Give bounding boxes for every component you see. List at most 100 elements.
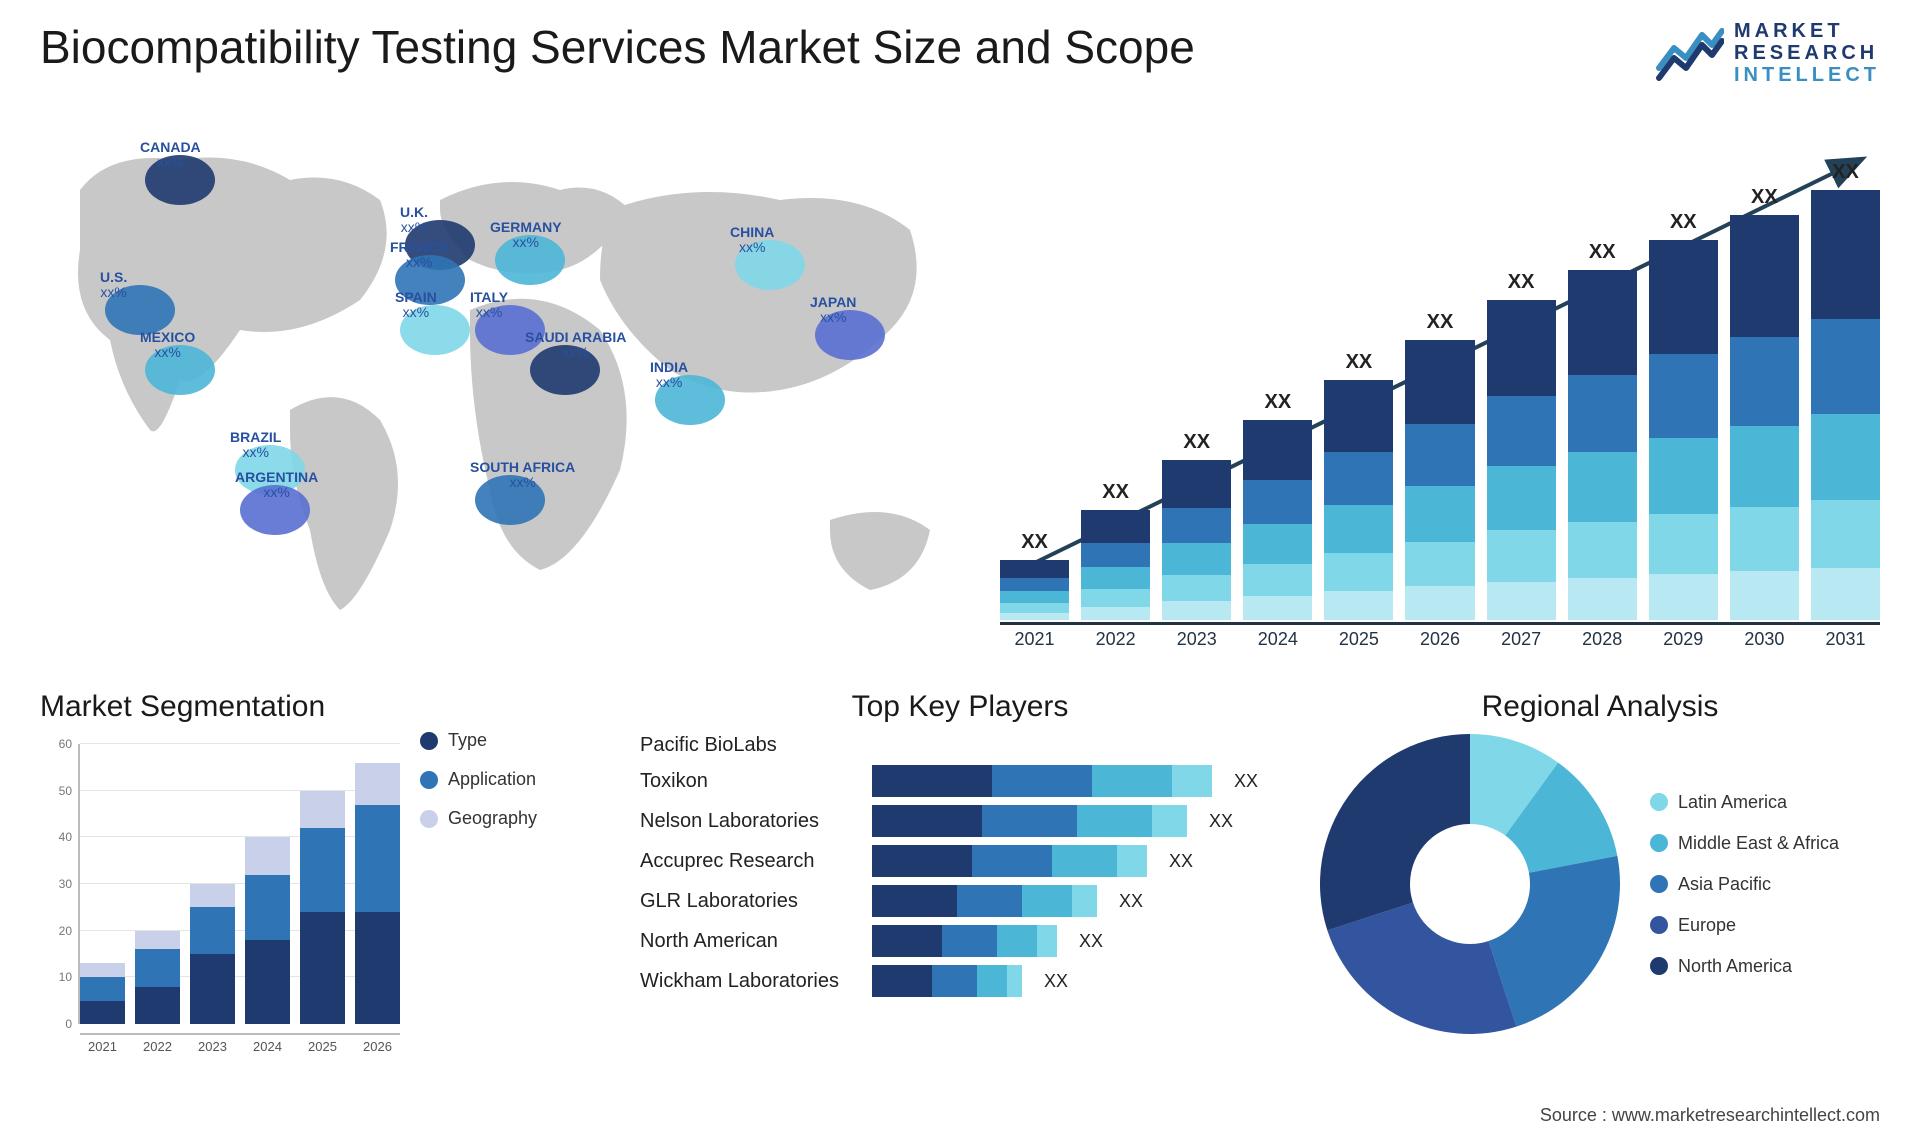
main-xlabel: 2029	[1649, 625, 1718, 650]
player-row: North American XX	[640, 925, 1280, 957]
player-value: XX	[1044, 971, 1068, 992]
main-bar-chart: XXXXXXXXXXXXXXXXXXXXXX 20212022202320242…	[1000, 140, 1880, 650]
main-xlabel: 2021	[1000, 625, 1069, 650]
regional-title: Regional Analysis	[1320, 690, 1880, 724]
region-legend-item: Middle East & Africa	[1650, 833, 1839, 854]
player-name: Toxikon	[640, 770, 860, 793]
player-value: XX	[1234, 771, 1258, 792]
region-legend-item: Latin America	[1650, 792, 1839, 813]
brand-logo: MARKET RESEARCH INTELLECT	[1654, 20, 1880, 86]
logo-line1: MARKET	[1734, 20, 1880, 42]
map-label-southafrica: SOUTH AFRICAxx%	[470, 460, 575, 491]
map-label-spain: SPAINxx%	[395, 290, 437, 321]
legend-dot-icon	[1650, 834, 1668, 852]
page-title: Biocompatibility Testing Services Market…	[40, 20, 1195, 74]
player-bar	[872, 805, 1187, 837]
legend-dot-icon	[420, 732, 438, 750]
player-name: Accuprec Research	[640, 850, 860, 873]
player-bar	[872, 885, 1097, 917]
main-bar-2022: XX	[1081, 481, 1150, 620]
main-bar-2029: XX	[1649, 211, 1718, 620]
logo-line3: INTELLECT	[1734, 64, 1880, 86]
legend-dot-icon	[1650, 957, 1668, 975]
seg-title: Market Segmentation	[40, 690, 600, 724]
legend-dot-icon	[1650, 875, 1668, 893]
map-label-saudiarabia: SAUDI ARABIAxx%	[525, 330, 626, 361]
header: Biocompatibility Testing Services Market…	[40, 20, 1880, 86]
players-title: Top Key Players	[640, 690, 1280, 724]
logo-text: MARKET RESEARCH INTELLECT	[1734, 20, 1880, 86]
player-row: Pacific BioLabs	[640, 734, 1280, 757]
seg-chart: 0102030405060 202120222023202420252026	[40, 734, 400, 1054]
main-bar-value: XX	[1021, 531, 1048, 554]
player-name: Wickham Laboratories	[640, 970, 860, 993]
map-label-china: CHINAxx%	[730, 225, 774, 256]
player-value: XX	[1119, 891, 1143, 912]
main-bar-value: XX	[1670, 211, 1697, 234]
main-xlabel: 2026	[1405, 625, 1474, 650]
main-bar-value: XX	[1427, 311, 1454, 334]
player-value: XX	[1209, 811, 1233, 832]
legend-dot-icon	[420, 810, 438, 828]
map-label-argentina: ARGENTINAxx%	[235, 470, 318, 501]
map-label-germany: GERMANYxx%	[490, 220, 562, 251]
main-xlabel: 2031	[1811, 625, 1880, 650]
seg-bar-2026	[355, 763, 400, 1024]
player-row: Nelson LaboratoriesXX	[640, 805, 1280, 837]
region-legend-item: Asia Pacific	[1650, 874, 1839, 895]
player-name: Pacific BioLabs	[640, 734, 860, 757]
region-legend-item: Europe	[1650, 915, 1839, 936]
map-label-italy: ITALYxx%	[470, 290, 508, 321]
main-bar-value: XX	[1589, 241, 1616, 264]
main-xlabel: 2028	[1568, 625, 1637, 650]
main-bar-2023: XX	[1162, 431, 1231, 620]
player-row: Wickham Laboratories XX	[640, 965, 1280, 997]
main-xlabel: 2027	[1487, 625, 1556, 650]
seg-legend-item: Application	[420, 769, 537, 790]
main-xlabel: 2024	[1243, 625, 1312, 650]
seg-bar-2021	[80, 963, 125, 1024]
map-label-france: FRANCExx%	[390, 240, 448, 271]
player-value: XX	[1079, 931, 1103, 952]
main-xlabel: 2025	[1324, 625, 1393, 650]
main-bar-value: XX	[1264, 391, 1291, 414]
regional-panel: Regional Analysis Latin America Middle Ea…	[1320, 690, 1880, 1034]
seg-legend-item: Type	[420, 730, 537, 751]
main-bar-2027: XX	[1487, 271, 1556, 620]
world-map: CANADAxx% U.S.xx% MEXICOxx% BRAZILxx% ARGENT…	[40, 130, 970, 650]
map-label-mexico: MEXICOxx%	[140, 330, 195, 361]
main-bar-value: XX	[1102, 481, 1129, 504]
map-label-canada: CANADAxx%	[140, 140, 201, 171]
map-label-us: U.S.xx%	[100, 270, 127, 301]
main-xlabel: 2030	[1730, 625, 1799, 650]
source-line: Source : www.marketresearchintellect.com	[1540, 1105, 1880, 1126]
player-row: Accuprec ResearchXX	[640, 845, 1280, 877]
seg-legend-item: Geography	[420, 808, 537, 829]
logo-mark-icon	[1654, 23, 1724, 83]
seg-bar-2025	[300, 791, 345, 1024]
seg-bar-2022	[135, 931, 180, 1024]
main-bar-value: XX	[1508, 271, 1535, 294]
seg-bar-2024	[245, 837, 290, 1024]
map-label-brazil: BRAZILxx%	[230, 430, 281, 461]
main-bar-2031: XX	[1811, 161, 1880, 620]
donut-chart	[1320, 734, 1620, 1034]
player-bar	[872, 925, 1057, 957]
main-bar-value: XX	[1751, 186, 1778, 209]
main-bar-2025: XX	[1324, 351, 1393, 620]
main-bar-value: XX	[1183, 431, 1210, 454]
map-label-india: INDIAxx%	[650, 360, 688, 391]
player-bar	[872, 965, 1022, 997]
player-name: GLR Laboratories	[640, 890, 860, 913]
segmentation-panel: Market Segmentation 0102030405060 202120…	[40, 690, 600, 1054]
legend-dot-icon	[1650, 793, 1668, 811]
players-panel: Top Key Players Pacific BioLabs Toxikon XX…	[640, 690, 1280, 1005]
main-bar-2024: XX	[1243, 391, 1312, 620]
main-bar-value: XX	[1832, 161, 1859, 184]
map-shapes	[40, 130, 970, 650]
main-bar-2021: XX	[1000, 531, 1069, 620]
player-bar	[872, 765, 1212, 797]
seg-bar-2023	[190, 884, 235, 1024]
map-label-uk: U.K.xx%	[400, 205, 428, 236]
player-name: North American	[640, 930, 860, 953]
